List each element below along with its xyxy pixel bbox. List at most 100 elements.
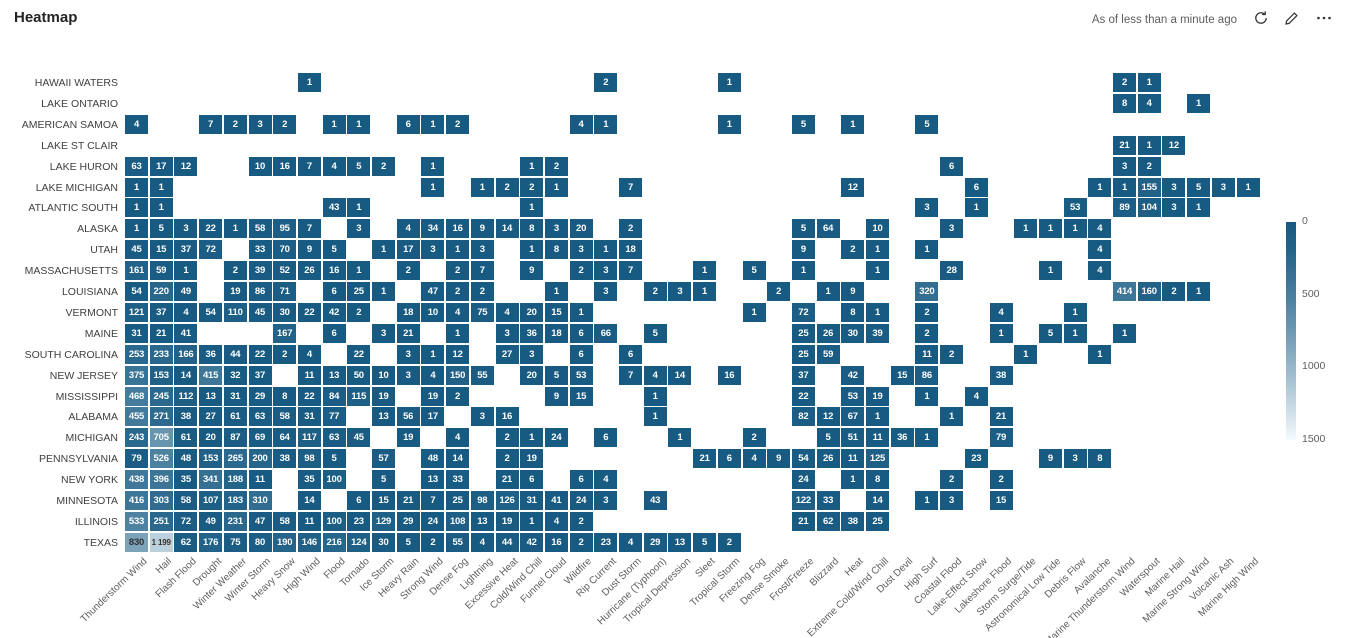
heatmap-cell[interactable]: 16 (717, 365, 741, 385)
heatmap-cell[interactable]: 15 (544, 302, 568, 322)
heatmap-cell[interactable]: 25 (866, 511, 889, 531)
heatmap-cell[interactable]: 8 (1113, 93, 1136, 113)
heatmap-cell[interactable]: 115 (347, 386, 371, 406)
heatmap-cell[interactable]: 10 (248, 156, 272, 176)
heatmap-cell[interactable]: 2 (717, 532, 741, 552)
heatmap-cell[interactable]: 15 (890, 365, 914, 385)
heatmap-cell[interactable]: 8 (1088, 449, 1112, 469)
heatmap-cell[interactable]: 43 (322, 198, 346, 218)
heatmap-cell[interactable]: 438 (125, 470, 148, 490)
heatmap-cell[interactable]: 18 (396, 302, 420, 322)
heatmap-cell[interactable]: 42 (520, 532, 544, 552)
heatmap-cell[interactable]: 31 (223, 386, 247, 406)
heatmap-cell[interactable]: 21 (989, 407, 1013, 427)
heatmap-cell[interactable]: 53 (569, 365, 593, 385)
heatmap-cell[interactable]: 4 (742, 449, 766, 469)
heatmap-cell[interactable]: 19 (421, 386, 445, 406)
heatmap-cell[interactable]: 19 (866, 386, 889, 406)
heatmap-cell[interactable]: 7 (470, 261, 494, 281)
heatmap-cell[interactable]: 30 (841, 323, 865, 343)
heatmap-cell[interactable]: 1 (421, 177, 445, 197)
heatmap-cell[interactable]: 8 (544, 240, 568, 260)
heatmap-cell[interactable]: 31 (520, 491, 544, 510)
heatmap-cell[interactable]: 150 (446, 365, 470, 385)
heatmap-cell[interactable]: 233 (149, 344, 173, 364)
heatmap-cell[interactable]: 1 (174, 261, 198, 281)
heatmap-cell[interactable]: 15 (372, 491, 395, 510)
heatmap-cell[interactable]: 14 (446, 449, 470, 469)
heatmap-cell[interactable]: 18 (619, 240, 642, 260)
heatmap-cell[interactable]: 54 (791, 449, 815, 469)
heatmap-cell[interactable]: 6 (940, 156, 964, 176)
heatmap-cell[interactable]: 24 (544, 428, 568, 448)
heatmap-cell[interactable]: 1 (791, 261, 815, 281)
heatmap-cell[interactable]: 17 (149, 156, 173, 176)
heatmap-cell[interactable]: 9 (544, 386, 568, 406)
heatmap-cell[interactable]: 38 (841, 511, 865, 531)
heatmap-cell[interactable]: 375 (125, 365, 148, 385)
heatmap-cell[interactable]: 23 (964, 449, 988, 469)
heatmap-cell[interactable]: 51 (841, 428, 865, 448)
heatmap-cell[interactable]: 13 (372, 407, 395, 427)
heatmap-cell[interactable]: 2 (569, 511, 593, 531)
heatmap-cell[interactable]: 126 (495, 491, 519, 510)
heatmap-cell[interactable]: 146 (297, 532, 321, 552)
heatmap-cell[interactable]: 3 (569, 240, 593, 260)
heatmap-cell[interactable]: 216 (322, 532, 346, 552)
heatmap-cell[interactable]: 1 (1063, 302, 1087, 322)
heatmap-cell[interactable]: 9 (520, 261, 544, 281)
heatmap-cell[interactable]: 1 (964, 198, 988, 218)
heatmap-cell[interactable]: 3 (1211, 177, 1235, 197)
heatmap-cell[interactable]: 341 (199, 470, 223, 490)
heatmap-cell[interactable]: 183 (223, 491, 247, 510)
heatmap-cell[interactable]: 5 (322, 449, 346, 469)
heatmap-cell[interactable]: 1 (1113, 177, 1136, 197)
heatmap-cell[interactable]: 6 (717, 449, 741, 469)
heatmap-cell[interactable]: 5 (372, 470, 395, 490)
heatmap-cell[interactable]: 2 (273, 114, 297, 134)
heatmap-cell[interactable]: 42 (322, 302, 346, 322)
heatmap-cell[interactable]: 58 (273, 511, 297, 531)
heatmap-cell[interactable]: 3 (495, 323, 519, 343)
heatmap-cell[interactable]: 1 (841, 470, 865, 490)
heatmap-cell[interactable]: 4 (569, 114, 593, 134)
heatmap-cell[interactable]: 19 (223, 282, 247, 301)
heatmap-cell[interactable]: 6 (569, 470, 593, 490)
heatmap-cell[interactable]: 5 (693, 532, 717, 552)
heatmap-cell[interactable]: 36 (890, 428, 914, 448)
heatmap-cell[interactable]: 33 (816, 491, 840, 510)
heatmap-cell[interactable]: 6 (569, 323, 593, 343)
heatmap-cell[interactable]: 1 (446, 240, 470, 260)
heatmap-cell[interactable]: 1 (347, 114, 371, 134)
heatmap-cell[interactable]: 9 (1038, 449, 1062, 469)
heatmap-cell[interactable]: 25 (791, 344, 815, 364)
heatmap-cell[interactable]: 4 (1088, 219, 1112, 239)
heatmap-cell[interactable]: 61 (223, 407, 247, 427)
heatmap-cell[interactable]: 166 (174, 344, 198, 364)
heatmap-cell[interactable]: 1 (544, 282, 568, 301)
heatmap-cell[interactable]: 1 (693, 282, 717, 301)
heatmap-cell[interactable]: 2 (569, 261, 593, 281)
heatmap-cell[interactable]: 57 (372, 449, 395, 469)
heatmap-cell[interactable]: 3 (668, 282, 692, 301)
heatmap-cell[interactable]: 1 (915, 491, 939, 510)
heatmap-cell[interactable]: 98 (470, 491, 494, 510)
heatmap-cell[interactable]: 5 (915, 114, 939, 134)
heatmap-cell[interactable]: 153 (149, 365, 173, 385)
heatmap-cell[interactable]: 6 (520, 470, 544, 490)
heatmap-cell[interactable]: 10 (866, 219, 889, 239)
heatmap-cell[interactable]: 2 (1162, 282, 1186, 301)
heatmap-cell[interactable]: 1 (866, 407, 889, 427)
heatmap-cell[interactable]: 265 (223, 449, 247, 469)
heatmap-cell[interactable]: 1 (322, 114, 346, 134)
heatmap-cell[interactable]: 1 (421, 114, 445, 134)
heatmap-cell[interactable]: 1 (866, 261, 889, 281)
heatmap-cell[interactable]: 15 (149, 240, 173, 260)
heatmap-cell[interactable]: 416 (125, 491, 148, 510)
heatmap-cell[interactable]: 25 (791, 323, 815, 343)
heatmap-cell[interactable]: 2 (569, 532, 593, 552)
heatmap-cell[interactable]: 2 (446, 261, 470, 281)
heatmap-cell[interactable]: 1 (125, 198, 148, 218)
heatmap-cell[interactable]: 54 (199, 302, 223, 322)
heatmap-cell[interactable]: 19 (495, 511, 519, 531)
